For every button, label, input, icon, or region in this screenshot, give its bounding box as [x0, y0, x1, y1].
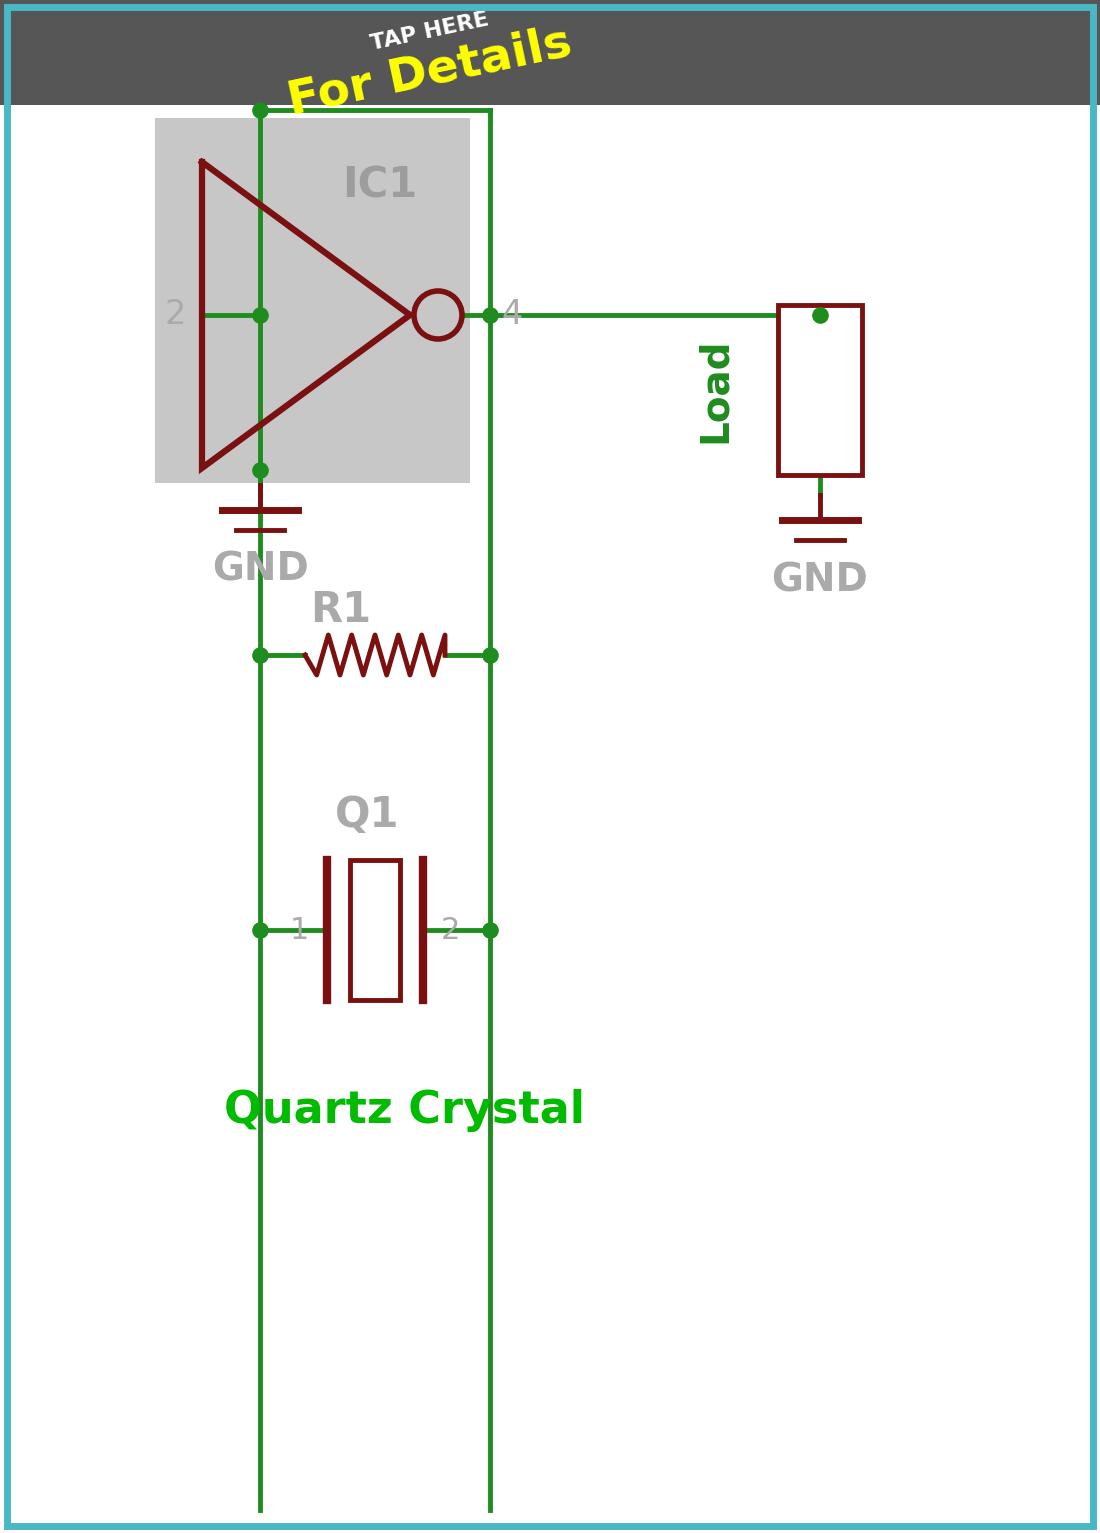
- Text: R1: R1: [310, 589, 371, 632]
- Point: [251, 918, 268, 943]
- Text: IC1: IC1: [342, 164, 418, 205]
- Bar: [0, 0, 1100, 104]
- Text: Q1: Q1: [336, 794, 399, 835]
- Point: [481, 642, 498, 667]
- Text: 1: 1: [289, 915, 309, 944]
- Bar: [778, 305, 862, 475]
- Point: [481, 918, 498, 943]
- Text: Unbuffered Inverter: Unbuffered Inverter: [450, 37, 1100, 94]
- Text: TAP HERE: TAP HERE: [368, 9, 491, 54]
- Point: [481, 302, 498, 327]
- Bar: [350, 860, 400, 1000]
- Text: 4: 4: [502, 299, 522, 331]
- Point: [251, 642, 268, 667]
- Text: GND: GND: [211, 550, 308, 589]
- Text: Load: Load: [696, 337, 734, 443]
- Point: [251, 98, 268, 123]
- Bar: [155, 118, 470, 483]
- Text: 2: 2: [164, 299, 186, 331]
- Point: [251, 458, 268, 483]
- Text: GND: GND: [771, 561, 868, 599]
- Point: [251, 302, 268, 327]
- Text: 2: 2: [441, 915, 461, 944]
- Text: Quartz Crystal: Quartz Crystal: [224, 1088, 585, 1131]
- Point: [811, 302, 828, 327]
- Text: For Details: For Details: [284, 20, 576, 124]
